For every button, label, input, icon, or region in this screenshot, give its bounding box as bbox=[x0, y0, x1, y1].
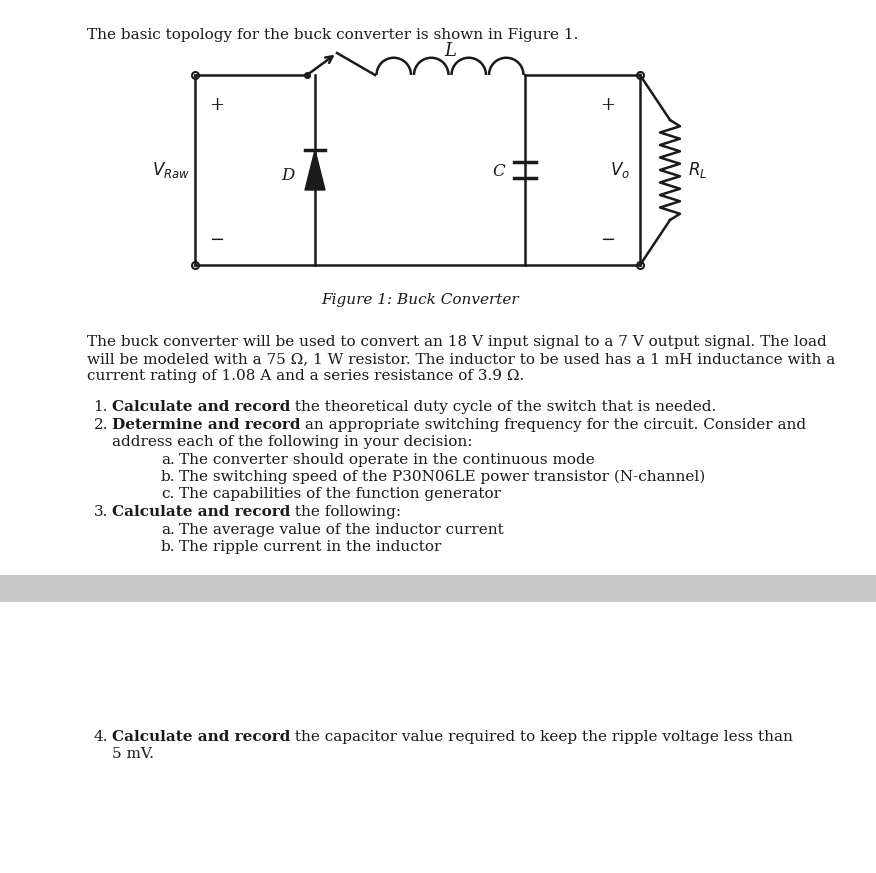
Text: Calculate and record: Calculate and record bbox=[112, 505, 290, 519]
Text: b.: b. bbox=[160, 540, 175, 554]
Bar bbox=[0, 575, 876, 602]
Text: a.: a. bbox=[161, 523, 175, 537]
Text: The buck converter will be used to convert an 18 V input signal to a 7 V output : The buck converter will be used to conve… bbox=[87, 335, 827, 349]
Text: D: D bbox=[281, 167, 295, 183]
Text: a.: a. bbox=[161, 453, 175, 467]
Text: will be modeled with a 75 Ω, 1 W resistor. The inductor to be used has a 1 mH in: will be modeled with a 75 Ω, 1 W resisto… bbox=[87, 352, 835, 366]
Text: −: − bbox=[600, 231, 615, 249]
Text: C: C bbox=[492, 163, 505, 181]
Text: current rating of 1.08 A and a series resistance of 3.9 Ω.: current rating of 1.08 A and a series re… bbox=[87, 369, 524, 383]
Text: the capacitor value required to keep the ripple voltage less than: the capacitor value required to keep the… bbox=[290, 730, 794, 744]
Text: b.: b. bbox=[160, 470, 175, 484]
Text: 3.: 3. bbox=[94, 505, 108, 519]
Text: 5 mV.: 5 mV. bbox=[112, 747, 154, 761]
Text: The ripple current in the inductor: The ripple current in the inductor bbox=[179, 540, 442, 554]
Text: Calculate and record: Calculate and record bbox=[112, 730, 290, 744]
Text: $V_o$: $V_o$ bbox=[610, 160, 630, 180]
Text: 2.: 2. bbox=[94, 418, 108, 432]
Text: the theoretical duty cycle of the switch that is needed.: the theoretical duty cycle of the switch… bbox=[290, 400, 717, 414]
Polygon shape bbox=[305, 150, 325, 190]
Text: The average value of the inductor current: The average value of the inductor curren… bbox=[179, 523, 504, 537]
Text: L: L bbox=[444, 42, 456, 60]
Text: c.: c. bbox=[162, 487, 175, 501]
Text: Determine and record: Determine and record bbox=[112, 418, 300, 432]
Text: The switching speed of the P30N06LE power transistor (N-channel): The switching speed of the P30N06LE powe… bbox=[179, 470, 705, 485]
Text: $R_L$: $R_L$ bbox=[688, 160, 707, 180]
Text: +: + bbox=[600, 96, 615, 114]
Text: an appropriate switching frequency for the circuit. Consider and: an appropriate switching frequency for t… bbox=[300, 418, 807, 432]
Text: the following:: the following: bbox=[290, 505, 401, 519]
Text: −: − bbox=[209, 231, 224, 249]
Text: Calculate and record: Calculate and record bbox=[112, 400, 290, 414]
Text: $V_{Raw}$: $V_{Raw}$ bbox=[152, 160, 190, 180]
Text: +: + bbox=[209, 96, 224, 114]
Text: The converter should operate in the continuous mode: The converter should operate in the cont… bbox=[179, 453, 595, 467]
Text: Figure 1: Buck Converter: Figure 1: Buck Converter bbox=[321, 293, 519, 307]
Text: The basic topology for the buck converter is shown in Figure 1.: The basic topology for the buck converte… bbox=[87, 28, 578, 42]
Text: 4.: 4. bbox=[94, 730, 108, 744]
Text: address each of the following in your decision:: address each of the following in your de… bbox=[112, 435, 472, 449]
Text: The capabilities of the function generator: The capabilities of the function generat… bbox=[179, 487, 501, 501]
Text: 1.: 1. bbox=[94, 400, 108, 414]
